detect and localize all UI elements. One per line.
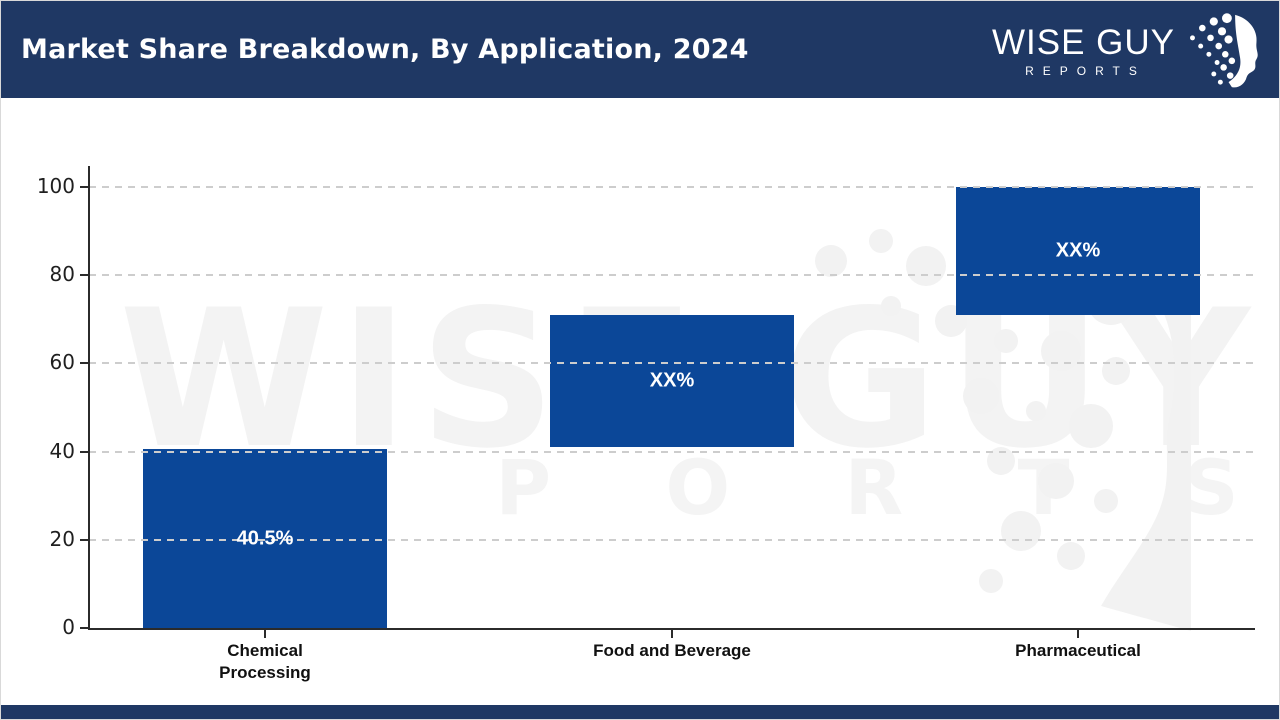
bar-value-label: XX% — [649, 369, 695, 392]
y-tick-mark — [80, 450, 88, 453]
y-tick-mark — [80, 274, 88, 277]
logo-wordmark: WISE GUY — [991, 23, 1175, 62]
footer-bar — [1, 705, 1279, 719]
bar-3 — [956, 187, 1200, 315]
category-label-3: Pharmaceutical — [1015, 641, 1141, 660]
category-label-2: Food and Beverage — [593, 641, 751, 660]
gridline-y-20 — [89, 538, 1254, 541]
y-tick-label: 20 — [49, 526, 75, 551]
gridline-y-60 — [89, 362, 1254, 365]
y-tick-label: 80 — [49, 262, 75, 287]
logo-subtitle: REPORTS — [1025, 64, 1146, 78]
wise-guy-logo-text: WISE GUY REPORTS — [991, 23, 1175, 79]
x-tick-mark — [1077, 630, 1079, 638]
x-axis-line — [88, 628, 1255, 630]
bar-2 — [550, 314, 794, 448]
y-tick-label: 60 — [49, 350, 75, 375]
y-tick-mark — [80, 627, 88, 629]
category-label-1: Chemical Processing — [219, 641, 311, 682]
bar-value-label: 40.5% — [236, 527, 294, 550]
gridline-y-40 — [89, 450, 1254, 453]
y-tick-mark — [80, 362, 88, 365]
y-tick-label: 100 — [36, 174, 75, 198]
y-tick-label: 0 — [62, 615, 75, 639]
x-tick-mark — [264, 630, 266, 638]
gridline-y-80 — [89, 274, 1254, 277]
wise-guy-face-icon — [1190, 13, 1258, 88]
y-axis-line — [88, 166, 90, 630]
y-tick-mark — [80, 538, 88, 541]
header-bar: Market Share Breakdown, By Application, … — [1, 1, 1279, 98]
y-tick-label: 40 — [49, 438, 75, 463]
x-tick-mark — [671, 630, 673, 638]
bar-value-label: XX% — [1055, 239, 1101, 262]
chart-title: Market Share Breakdown, By Application, … — [21, 34, 749, 65]
gridline-y-100 — [89, 186, 1254, 188]
wise-guy-logo: WISE GUY REPORTS — [992, 7, 1263, 95]
y-tick-mark — [80, 186, 88, 188]
bar-1 — [143, 449, 387, 628]
